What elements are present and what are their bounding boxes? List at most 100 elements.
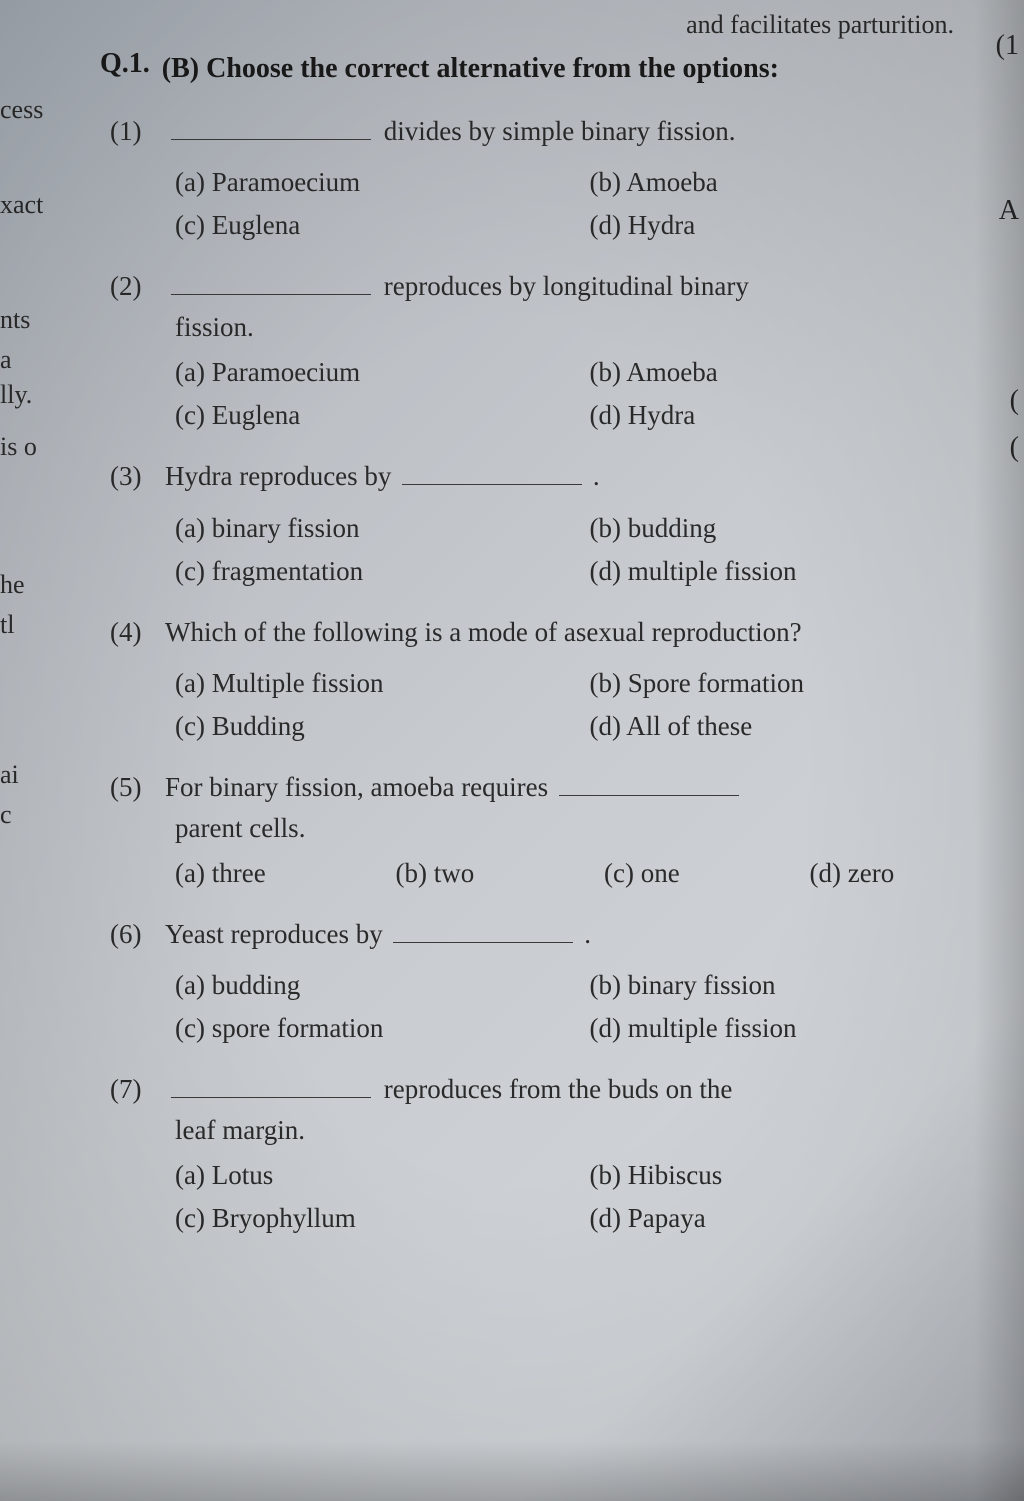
options-grid: (a) binary fission (b) budding (c) fragm…	[110, 513, 984, 587]
question-instruction-text: Choose the correct alternative from the …	[206, 53, 779, 84]
options-grid-four: (a) three (b) two (c) one (d) zero	[110, 858, 984, 889]
sub-question-text: Which of the following is a mode of asex…	[165, 611, 984, 654]
option-d: (d) zero	[810, 858, 985, 889]
sub-question-number: (1)	[110, 110, 165, 153]
sub-question-line: (2) reproduces by longitudinal binary	[110, 265, 984, 308]
options-grid: (a) Multiple fission (b) Spore formation…	[110, 668, 984, 742]
margin-fragment: c	[0, 800, 12, 830]
option-d: (d) multiple fission	[590, 556, 985, 587]
margin-fragment: is o	[0, 432, 37, 462]
sub-question-3: (3) Hydra reproduces by . (a) binary fis…	[100, 455, 984, 586]
margin-fragment: lly.	[0, 380, 32, 410]
text-after: reproduces from the buds on the	[377, 1074, 732, 1104]
options-grid: (a) budding (b) binary fission (c) spore…	[110, 970, 984, 1044]
option-c: (c) spore formation	[175, 1013, 570, 1044]
sub-question-number: (7)	[110, 1068, 165, 1111]
option-d: (d) All of these	[590, 711, 985, 742]
margin-fragment: a	[0, 345, 12, 375]
sub-question-6: (6) Yeast reproduces by . (a) budding (b…	[100, 913, 984, 1044]
text-after: divides by simple binary fission.	[377, 116, 735, 146]
option-c: (c) one	[604, 858, 770, 889]
option-d: (d) Hydra	[590, 210, 985, 241]
option-a: (a) budding	[175, 970, 570, 1001]
option-d: (d) multiple fission	[590, 1013, 985, 1044]
option-c: (c) fragmentation	[175, 556, 570, 587]
continuation-text: leaf margin.	[110, 1115, 984, 1146]
option-c: (c) Euglena	[175, 210, 570, 241]
option-b: (b) binary fission	[590, 970, 985, 1001]
option-a: (a) Lotus	[175, 1160, 570, 1191]
sub-question-line: (3) Hydra reproduces by .	[110, 455, 984, 498]
option-b: (b) budding	[590, 513, 985, 544]
sub-question-text: divides by simple binary fission.	[165, 110, 984, 153]
question-number: Q.1.	[100, 48, 150, 80]
text-after: .	[577, 919, 591, 949]
option-b: (b) Hibiscus	[590, 1160, 985, 1191]
sub-question-2: (2) reproduces by longitudinal binary fi…	[100, 265, 984, 431]
option-b: (b) Amoeba	[590, 357, 985, 388]
sub-question-line: (5) For binary fission, amoeba requires	[110, 766, 984, 809]
sub-question-text: Hydra reproduces by .	[165, 455, 984, 498]
margin-fragment: cess	[0, 95, 43, 125]
sub-question-7: (7) reproduces from the buds on the leaf…	[100, 1068, 984, 1234]
option-a: (a) Paramoecium	[175, 357, 570, 388]
text-after: .	[586, 461, 600, 491]
fill-blank	[402, 484, 582, 485]
option-a: (a) Multiple fission	[175, 668, 570, 699]
sub-question-text: Yeast reproduces by .	[165, 913, 984, 956]
option-a: (a) three	[175, 858, 355, 889]
option-a: (a) binary fission	[175, 513, 570, 544]
sub-question-text: reproduces by longitudinal binary	[165, 265, 984, 308]
question-part: (B)	[162, 53, 199, 84]
option-d: (d) Hydra	[590, 400, 985, 431]
fill-blank	[171, 139, 371, 140]
margin-fragment-right: (	[1010, 432, 1019, 464]
page-content: and facilitates parturition. cess xact n…	[0, 0, 1024, 1288]
question-instruction: (B) Choose the correct alternative from …	[162, 48, 779, 90]
option-b: (b) Spore formation	[590, 668, 985, 699]
continuation-text: parent cells.	[110, 813, 984, 844]
fill-blank	[171, 294, 371, 295]
continuation-text: fission.	[110, 312, 984, 343]
margin-fragment-right: (	[1010, 385, 1019, 417]
margin-fragment: he	[0, 570, 25, 600]
fill-blank	[393, 942, 573, 943]
sub-question-1: (1) divides by simple binary fission. (a…	[100, 110, 984, 241]
sub-question-line: (7) reproduces from the buds on the	[110, 1068, 984, 1111]
sub-question-line: (6) Yeast reproduces by .	[110, 913, 984, 956]
sub-question-number: (2)	[110, 265, 165, 308]
top-fragment-text: and facilitates parturition.	[100, 10, 984, 40]
margin-fragment: xact	[0, 190, 43, 220]
option-d: (d) Papaya	[590, 1203, 985, 1234]
sub-question-text: reproduces from the buds on the	[165, 1068, 984, 1111]
text-before: Yeast reproduces by	[165, 919, 389, 949]
question-header: Q.1. (B) Choose the correct alternative …	[100, 48, 984, 90]
sub-question-number: (6)	[110, 913, 165, 956]
sub-question-number: (4)	[110, 611, 165, 654]
margin-fragment-right: (1	[996, 30, 1019, 62]
options-grid: (a) Paramoecium (b) Amoeba (c) Euglena (…	[110, 167, 984, 241]
options-grid: (a) Paramoecium (b) Amoeba (c) Euglena (…	[110, 357, 984, 431]
option-b: (b) two	[395, 858, 564, 889]
sub-question-line: (4) Which of the following is a mode of …	[110, 611, 984, 654]
fill-blank	[171, 1097, 371, 1098]
sub-question-number: (5)	[110, 766, 165, 809]
sub-question-4: (4) Which of the following is a mode of …	[100, 611, 984, 742]
fill-blank	[559, 795, 739, 796]
sub-question-number: (3)	[110, 455, 165, 498]
margin-fragment-right: A	[999, 195, 1019, 227]
margin-fragment: nts	[0, 305, 30, 335]
sub-question-line: (1) divides by simple binary fission.	[110, 110, 984, 153]
margin-fragment: tl	[0, 610, 14, 640]
text-after: reproduces by longitudinal binary	[377, 271, 749, 301]
option-b: (b) Amoeba	[590, 167, 985, 198]
margin-fragment: ai	[0, 760, 19, 790]
option-c: (c) Bryophyllum	[175, 1203, 570, 1234]
sub-question-5: (5) For binary fission, amoeba requires …	[100, 766, 984, 889]
option-c: (c) Euglena	[175, 400, 570, 431]
option-c: (c) Budding	[175, 711, 570, 742]
text-before: Hydra reproduces by	[165, 461, 398, 491]
options-grid: (a) Lotus (b) Hibiscus (c) Bryophyllum (…	[110, 1160, 984, 1234]
sub-question-text: For binary fission, amoeba requires	[165, 766, 984, 809]
text-before: For binary fission, amoeba requires	[165, 772, 555, 802]
